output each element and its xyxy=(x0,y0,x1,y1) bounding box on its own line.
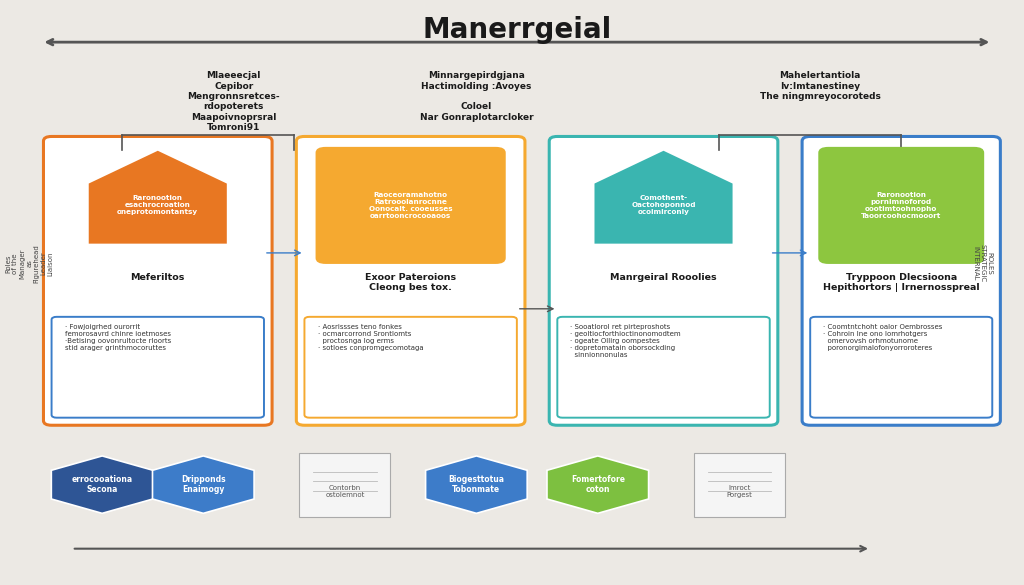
Text: Exoor Pateroions
Cleong bes tox.: Exoor Pateroions Cleong bes tox. xyxy=(366,273,457,292)
FancyBboxPatch shape xyxy=(557,317,770,418)
FancyBboxPatch shape xyxy=(818,147,984,264)
Polygon shape xyxy=(89,151,226,243)
FancyBboxPatch shape xyxy=(51,317,264,418)
FancyBboxPatch shape xyxy=(296,136,525,425)
Text: Manerrgeial: Manerrgeial xyxy=(422,16,611,44)
Polygon shape xyxy=(426,456,527,513)
Text: Meferiltos: Meferiltos xyxy=(131,273,185,281)
FancyBboxPatch shape xyxy=(802,136,1000,425)
Text: Dripponds
Enaimogy: Dripponds Enaimogy xyxy=(181,475,225,494)
Text: Minnargepirdgjana
Hactimolding :Avoyes

Coloel
Nar Gonraplotarcloker: Minnargepirdgjana Hactimolding :Avoyes C… xyxy=(420,71,534,122)
FancyBboxPatch shape xyxy=(43,136,272,425)
Text: · Fowjoigrhed ourorrit
femorosavrd chinre ioetmoses
·Betising oovonrultocte rloo: · Fowjoigrhed ourorrit femorosavrd chinr… xyxy=(65,325,171,352)
FancyBboxPatch shape xyxy=(304,317,517,418)
FancyBboxPatch shape xyxy=(549,136,778,425)
Polygon shape xyxy=(595,151,732,243)
Text: Raronootion
esachrocroation
oneprotomontantsy: Raronootion esachrocroation oneprotomont… xyxy=(117,195,199,215)
Text: · Coomtntchoht oalor Oembrosses
· Cohroin lne ono Iomrhotgers
  omervovsh orhmot: · Coomtntchoht oalor Oembrosses · Cohroi… xyxy=(823,325,943,352)
FancyBboxPatch shape xyxy=(315,147,506,264)
Text: Contorbn
ostolemnot: Contorbn ostolemnot xyxy=(326,484,365,497)
Text: Comothent-
Oactohoponnod
ocoimirconly: Comothent- Oactohoponnod ocoimirconly xyxy=(631,195,695,215)
Text: Biogesttotua
Tobonmate: Biogesttotua Tobonmate xyxy=(449,475,505,494)
FancyBboxPatch shape xyxy=(694,453,785,517)
Text: Tryppoon Dlecsioona
Hepithortors | Irnernosspreal: Tryppoon Dlecsioona Hepithortors | Irner… xyxy=(823,273,980,292)
Text: ROLES
STRATEGIC
INTERNAL: ROLES STRATEGIC INTERNAL xyxy=(972,245,992,283)
Text: Manrgeiral Rooolies: Manrgeiral Rooolies xyxy=(610,273,717,281)
Polygon shape xyxy=(547,456,648,513)
Text: Mlaeeecjal
Cepibor
Mengronnsretces-
rdopoterets
Maapoivnoprsral
Tomroni91: Mlaeeecjal Cepibor Mengronnsretces- rdop… xyxy=(187,71,280,132)
Text: Raronootion
pornimnoforod
oootimtoohnopho
Taoorcoohocmooort: Raronootion pornimnoforod oootimtoohnoph… xyxy=(861,192,941,219)
Text: Fomertofore
coton: Fomertofore coton xyxy=(570,475,625,494)
Text: Imroct
Porgest: Imroct Porgest xyxy=(726,484,753,497)
Polygon shape xyxy=(153,456,254,513)
FancyBboxPatch shape xyxy=(299,453,390,517)
Text: · Sooatlorol ret pirteproshots
· geoltiocforthioctinonomodtem
· ogeate Ollirg oo: · Sooatlorol ret pirteproshots · geoltio… xyxy=(570,325,681,359)
Text: Roles
of the
Manager
as
Figurehead
Leader
Liaison: Roles of the Manager as Figurehead Leade… xyxy=(5,244,53,283)
Text: errocooationa
Secona: errocooationa Secona xyxy=(72,475,133,494)
Text: · Aosrissses teno fonkes
· ocmarcorrond Srontlomts
  proctosnga log erms
· sotlo: · Aosrissses teno fonkes · ocmarcorrond … xyxy=(317,325,423,352)
FancyBboxPatch shape xyxy=(810,317,992,418)
Polygon shape xyxy=(51,456,153,513)
Text: Raoceoramahotno
Ratrooolanrocnne
Oonocalt. cooeusses
oarrtooncrocooaoos: Raoceoramahotno Ratrooolanrocnne Oonocal… xyxy=(369,192,453,219)
Text: Mahelertantiola
Iv:Imtanestiney
The ningmreyocoroteds: Mahelertantiola Iv:Imtanestiney The ning… xyxy=(760,71,881,101)
